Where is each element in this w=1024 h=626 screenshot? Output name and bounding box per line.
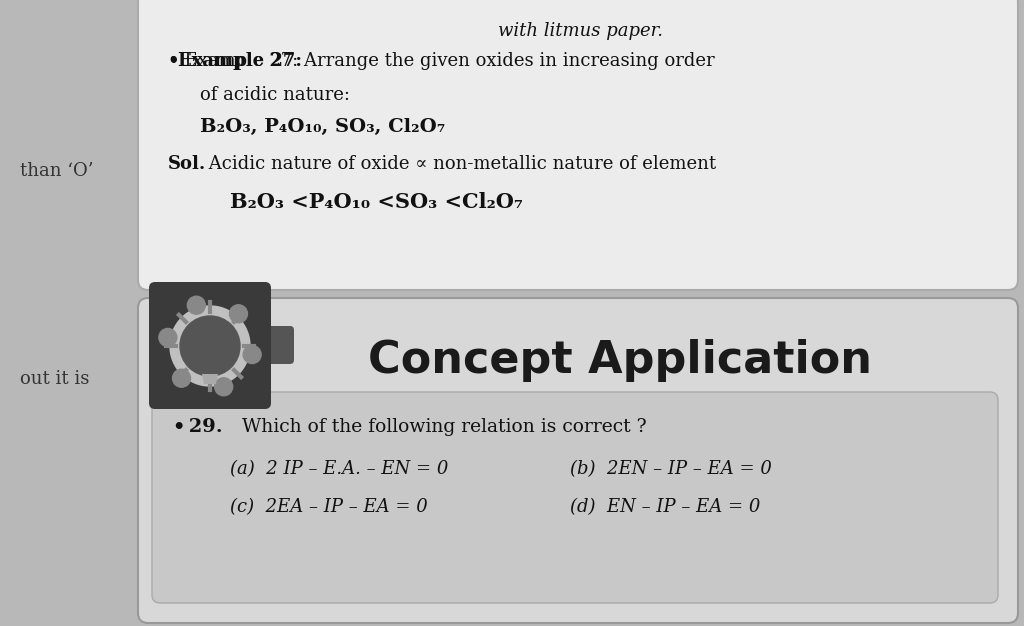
Text: B₂O₃, P₄O₁₀, SO₃, Cl₂O₇: B₂O₃, P₄O₁₀, SO₃, Cl₂O₇ xyxy=(200,118,445,136)
FancyBboxPatch shape xyxy=(206,326,294,364)
FancyBboxPatch shape xyxy=(150,282,271,409)
Text: Example 27:: Example 27: xyxy=(178,52,302,70)
FancyBboxPatch shape xyxy=(138,298,1018,623)
FancyBboxPatch shape xyxy=(152,392,998,603)
FancyBboxPatch shape xyxy=(138,0,1018,290)
Text: than ‘O’: than ‘O’ xyxy=(20,162,93,180)
Text: Acidic nature of oxide ∝ non-metallic nature of element: Acidic nature of oxide ∝ non-metallic na… xyxy=(203,155,716,173)
Text: 29.: 29. xyxy=(182,418,222,436)
Text: of acidic nature:: of acidic nature: xyxy=(200,86,350,104)
Text: B₂O₃ <P₄O₁₀ <SO₃ <Cl₂O₇: B₂O₃ <P₄O₁₀ <SO₃ <Cl₂O₇ xyxy=(230,192,523,212)
Text: •: • xyxy=(172,418,184,436)
Circle shape xyxy=(215,377,232,396)
Text: Example 27: Arrange the given oxides in increasing order: Example 27: Arrange the given oxides in … xyxy=(178,52,709,70)
Text: Sol. Acidic nature of oxide ∝ non-metallic nature of element: Sol. Acidic nature of oxide ∝ non-metall… xyxy=(168,155,716,173)
Text: • Example 27: Arrange the given oxides in increasing order: • Example 27: Arrange the given oxides i… xyxy=(168,52,715,70)
Circle shape xyxy=(170,306,250,386)
Text: out it is: out it is xyxy=(20,370,89,388)
Circle shape xyxy=(159,329,177,346)
Text: Sol.: Sol. xyxy=(168,155,206,173)
Text: with litmus paper.: with litmus paper. xyxy=(498,22,663,40)
Circle shape xyxy=(243,346,261,364)
Text: (c)  2EA – IP – EA = 0: (c) 2EA – IP – EA = 0 xyxy=(230,498,428,516)
Text: Concept Application: Concept Application xyxy=(368,339,872,381)
Circle shape xyxy=(180,316,240,376)
Circle shape xyxy=(229,305,248,323)
Text: (a)  2 IP – E.A. – EN = 0: (a) 2 IP – E.A. – EN = 0 xyxy=(230,460,449,478)
Text: Which of the following relation is correct ?: Which of the following relation is corre… xyxy=(230,418,646,436)
Circle shape xyxy=(187,296,206,314)
Text: (d)  EN – IP – EA = 0: (d) EN – IP – EA = 0 xyxy=(570,498,761,516)
Circle shape xyxy=(172,369,190,387)
Polygon shape xyxy=(202,374,218,384)
Text: (b)  2EN – IP – EA = 0: (b) 2EN – IP – EA = 0 xyxy=(570,460,772,478)
Text: •: • xyxy=(168,52,186,70)
